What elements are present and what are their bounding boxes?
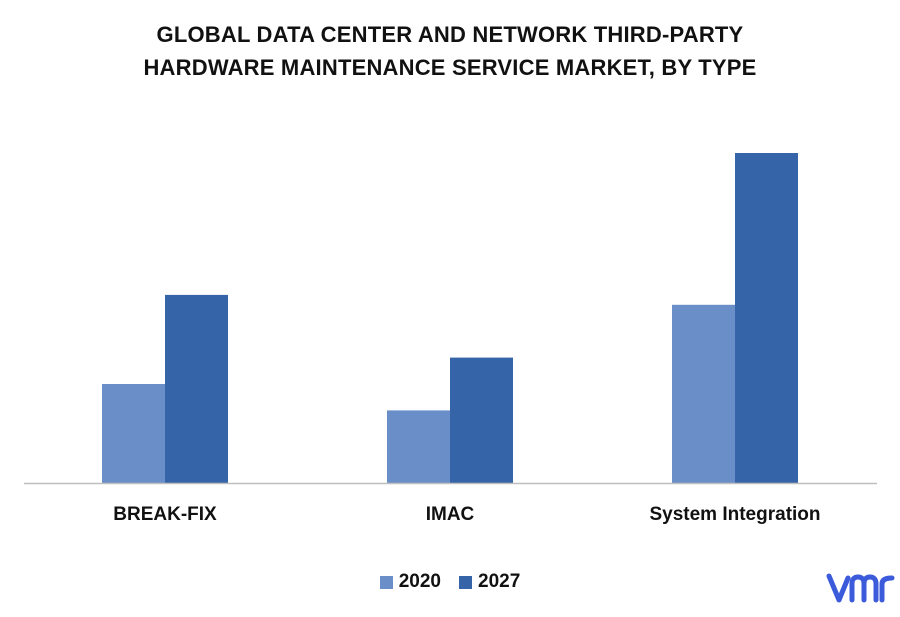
vmr-logo-icon [826,573,895,603]
legend-item-2020: 2020 [379,571,441,593]
legend-label-2020: 2020 [398,571,441,592]
bar-system-integration-2020 [672,304,735,483]
chart-title: GLOBAL DATA CENTER AND NETWORK THIRD-PAR… [0,18,900,84]
legend-label-2027: 2027 [478,571,521,592]
category-label-imac: IMAC [426,504,475,525]
bar-imac-2020 [387,410,450,483]
legend-swatch-2020 [379,575,393,589]
bar-break-fix-2027 [165,294,228,483]
bar-system-integration-2027 [735,153,798,483]
bar-chart: BREAK-FIX IMAC System Integration [24,153,877,525]
legend-item-2027: 2027 [459,571,520,593]
legend-swatch-2027 [459,575,472,589]
chart-title-line-1: GLOBAL DATA CENTER AND NETWORK THIRD-PAR… [156,22,744,47]
bar-break-fix-2020 [102,384,165,483]
category-label-break-fix: BREAK-FIX [113,504,217,525]
category-label-system-integration: System Integration [649,504,820,525]
legend: 2020 2027 [0,571,900,593]
bar-imac-2027 [450,357,513,483]
chart-title-line-2: HARDWARE MAINTENANCE SERVICE MARKET, BY … [143,55,757,80]
bars-group [102,153,798,483]
